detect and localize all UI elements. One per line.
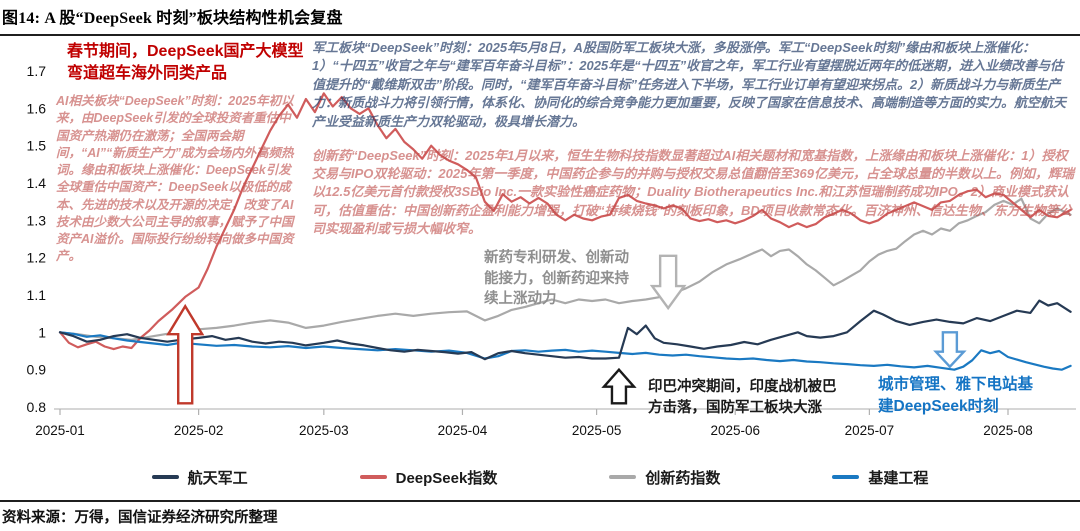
legend-swatch-aerospace-defense: [151, 475, 179, 479]
infra-moment-arrow: [933, 331, 967, 369]
chart-area: 2025-01 2025-02 2025-03 2025-04 2025-05 2025-…: [0, 37, 1080, 455]
legend-label-infrastructure: 基建工程: [868, 469, 929, 487]
series-line-infrastructure: [58, 331, 1072, 371]
x-tick-label: 2025-08: [983, 423, 1033, 438]
x-tick-label: 2025-01: [35, 423, 85, 438]
legend-item-infrastructure: 基建工程: [832, 467, 928, 488]
annotation-infra-moment: 城市管理、雅下电站基建DeepSeek时刻: [878, 376, 1034, 415]
x-tick-label: 2025-04: [438, 423, 488, 438]
y-tick-label: 1.5: [27, 138, 47, 154]
india-pak-arrow: [601, 367, 637, 405]
series-line-aerospace-defense: [58, 299, 1072, 361]
legend-label-innovative-drug-index: 创新药指数: [645, 469, 721, 487]
y-tick-label: 0.8: [27, 399, 47, 415]
legend-item-aerospace-defense: 航天军工: [151, 467, 248, 488]
y-tick-label: 1.4: [27, 175, 47, 191]
legend-label-deepseek-index: DeepSeek指数: [395, 469, 498, 487]
x-tick-label: 2025-06: [710, 423, 760, 438]
annotation-spring-festival: 春节期间，DeepSeek国产大模型弯道超车海外同类产品: [67, 43, 304, 83]
y-tick-label: 1.7: [27, 63, 47, 79]
x-tick-label: 2025-05: [572, 423, 622, 438]
legend-item-deepseek-index: DeepSeek指数: [359, 467, 498, 488]
chart-legend: 航天军工 DeepSeek指数 创新药指数 基建工程: [0, 455, 1080, 499]
annotation-ai-sector-moment: AI相关板块“DeepSeek”时刻：2025年初以来，由DeepSeek引发的…: [56, 94, 294, 264]
series-line-innovative-drug-index: [58, 197, 1072, 341]
y-tick-label: 1.2: [27, 250, 47, 266]
legend-item-innovative-drug-index: 创新药指数: [609, 467, 720, 488]
legend-swatch-innovative-drug-index: [609, 475, 637, 479]
annotation-pharma-driver: 新药专利研发、创新动能接力，创新药迎来持续上涨动力: [484, 250, 629, 308]
pharma-momentum-arrow: [649, 254, 687, 311]
y-tick-label: 1.1: [27, 287, 47, 303]
x-tick-label: 2025-02: [174, 423, 224, 438]
annotation-military-moment: 军工板块“DeepSeek”时刻：2025年5月8日，A股国防军工板块大涨，多股…: [312, 40, 1067, 129]
y-tick-label: 1.6: [27, 100, 47, 116]
legend-swatch-deepseek-index: [359, 475, 387, 479]
y-tick-label: 1: [38, 324, 46, 340]
footer-divider: [0, 500, 1080, 502]
figure-title: 图14: A 股“DeepSeek 时刻”板块结构性机会复盘: [2, 10, 343, 27]
legend-label-aerospace-defense: 航天军工: [187, 469, 248, 487]
y-tick-label: 1.3: [27, 212, 47, 228]
y-tick-label: 0.9: [27, 362, 47, 378]
line-chart: 2025-01 2025-02 2025-03 2025-04 2025-05 2025-…: [27, 63, 1076, 438]
title-divider: [0, 34, 1080, 36]
x-tick-label: 2025-03: [299, 423, 349, 438]
annotation-india-pak: 印巴冲突期间，印度战机被巴方击落，国防军工板块大涨: [648, 379, 837, 417]
legend-swatch-infrastructure: [832, 475, 860, 479]
annotation-pharma-moment: 创新药“DeepSeek”时刻：2025年1月以来，恒生生物科技指数显著超过AI…: [312, 148, 1075, 236]
deepseek-breakout-arrow: [166, 303, 205, 405]
source-note: 资料来源：万得，国信证券经济研究所整理: [2, 510, 278, 526]
series-line-deepseek-index: [58, 92, 1072, 351]
x-tick-label: 2025-07: [845, 423, 895, 438]
